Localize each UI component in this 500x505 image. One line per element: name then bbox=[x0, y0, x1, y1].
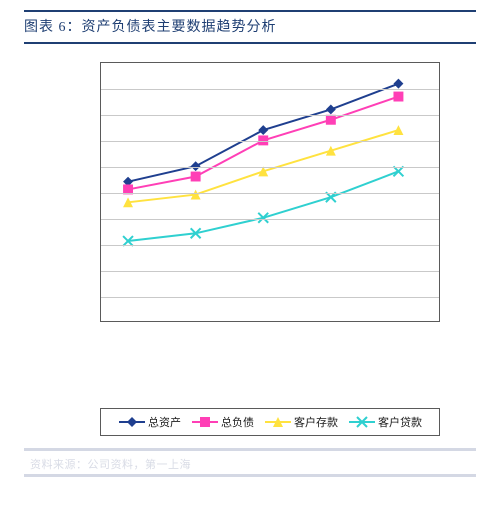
chart-title: 图表 6：资产负债表主要数据趋势分析 bbox=[24, 20, 277, 35]
gridline bbox=[101, 167, 439, 168]
gridline bbox=[101, 141, 439, 142]
legend-swatch bbox=[264, 415, 292, 429]
series-marker bbox=[393, 125, 403, 135]
series-marker bbox=[326, 146, 336, 156]
legend-swatch bbox=[191, 415, 219, 429]
gridline bbox=[101, 245, 439, 246]
chart-plot-area bbox=[100, 62, 440, 322]
legend-label: 客户贷款 bbox=[378, 414, 422, 430]
series-marker bbox=[393, 92, 403, 102]
series-marker bbox=[326, 104, 336, 114]
footer-rule-top bbox=[24, 448, 476, 451]
series-layer bbox=[101, 63, 439, 321]
legend-swatch bbox=[348, 415, 376, 429]
legend: 总资产 总负债 客户存款 客户贷款 bbox=[100, 408, 440, 436]
legend-label: 客户存款 bbox=[294, 414, 338, 430]
title-row: 图表 6：资产负债表主要数据趋势分析 bbox=[24, 16, 476, 44]
footer-rule-bottom bbox=[24, 474, 476, 477]
series-marker bbox=[191, 172, 201, 182]
source-text: 资料来源：公司资料，第一上海 bbox=[30, 456, 191, 472]
gridline bbox=[101, 271, 439, 272]
series-marker bbox=[258, 125, 268, 135]
figure-container: 图表 6：资产负债表主要数据趋势分析 总资产 总负债 客户存款 客户贷款 资料来源：公… bbox=[0, 0, 500, 505]
legend-label: 总负债 bbox=[221, 414, 254, 430]
series-marker bbox=[326, 115, 336, 125]
legend-item: 客户贷款 bbox=[348, 414, 422, 430]
legend-swatch bbox=[118, 415, 146, 429]
gridline bbox=[101, 89, 439, 90]
gridline bbox=[101, 193, 439, 194]
gridline bbox=[101, 219, 439, 220]
legend-label: 总资产 bbox=[148, 414, 181, 430]
series-marker bbox=[393, 79, 403, 89]
gridline bbox=[101, 115, 439, 116]
gridline bbox=[101, 297, 439, 298]
legend-item: 总资产 bbox=[118, 414, 181, 430]
legend-item: 客户存款 bbox=[264, 414, 338, 430]
title-top-rule bbox=[24, 10, 476, 12]
legend-item: 总负债 bbox=[191, 414, 254, 430]
